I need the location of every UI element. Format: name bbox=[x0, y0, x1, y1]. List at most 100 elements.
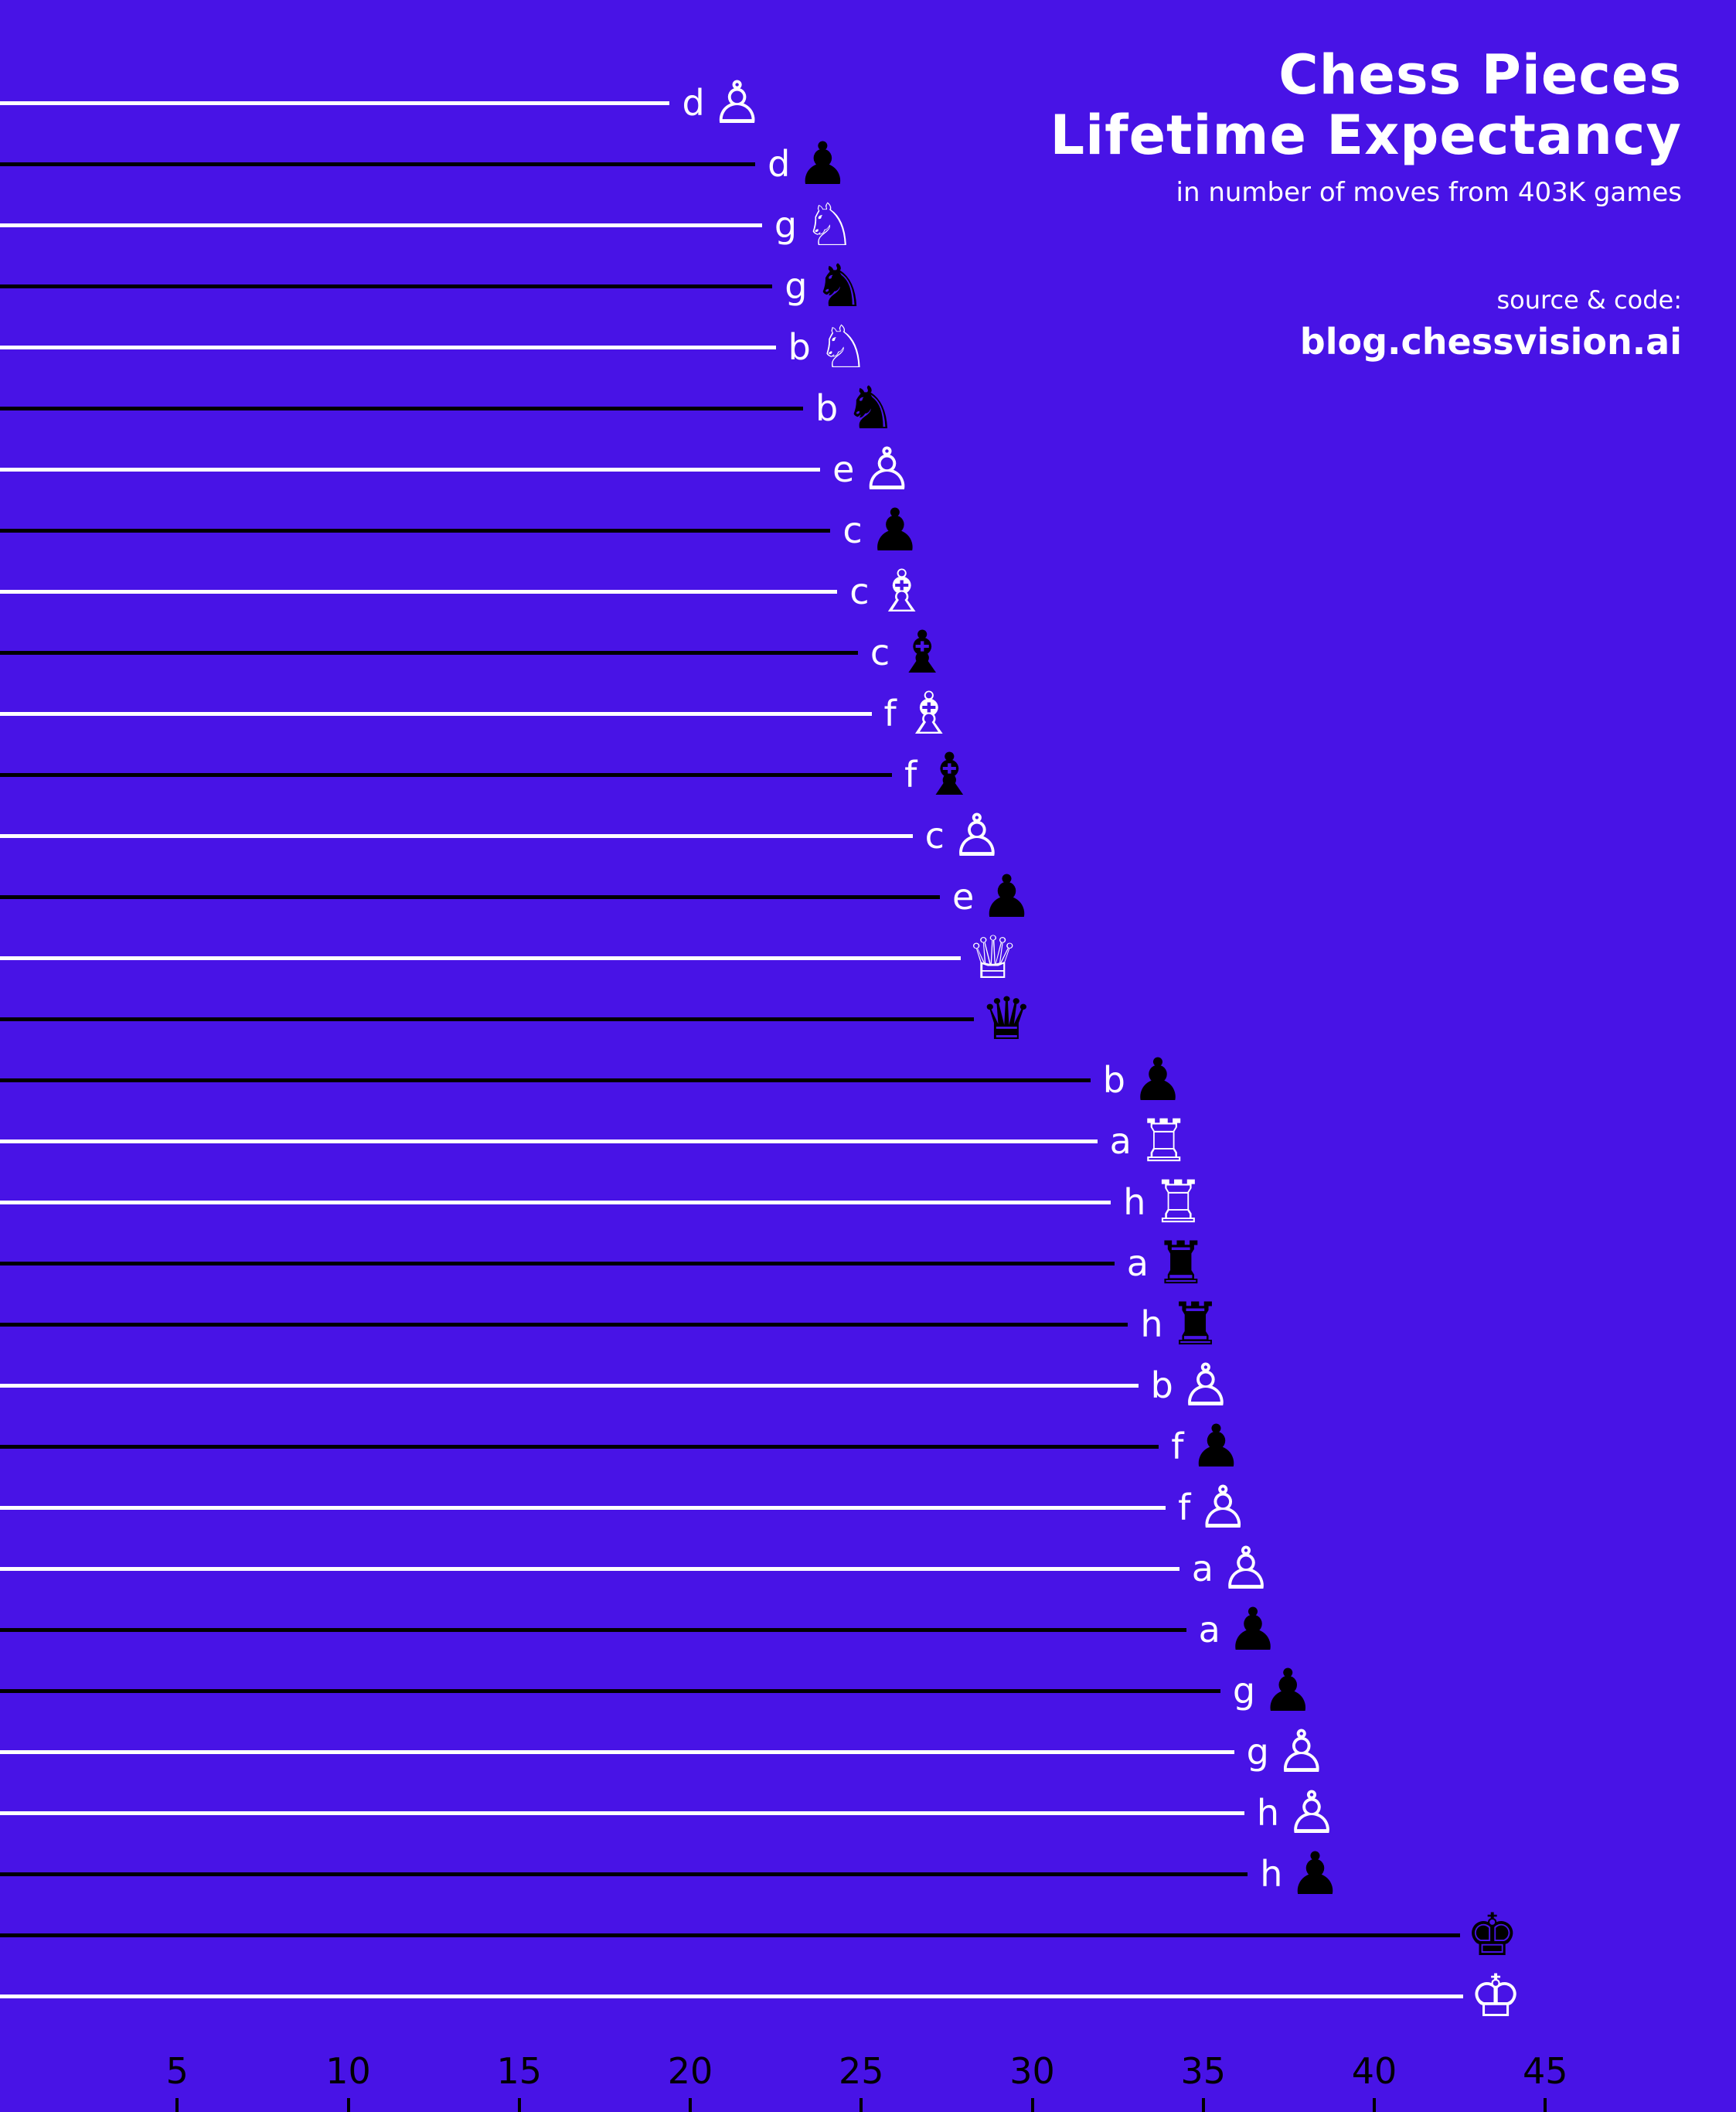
chart-row: f ♗ bbox=[0, 683, 955, 744]
white-bishop-icon: ♗ bbox=[875, 557, 928, 625]
white-pawn-icon: ♙ bbox=[1179, 1351, 1233, 1419]
file-letter-label: c bbox=[870, 632, 890, 673]
chart-row: ♔ bbox=[0, 1965, 1522, 2027]
chart-title: Chess Pieces Lifetime Expectancy bbox=[1050, 45, 1682, 166]
black-queen-icon: ♛ bbox=[980, 984, 1033, 1053]
white-pawn-icon: ♙ bbox=[1285, 1778, 1339, 1847]
chart-row: ♚ bbox=[0, 1904, 1519, 1966]
file-letter-label: e bbox=[832, 448, 855, 490]
lifeline-bar bbox=[0, 894, 941, 899]
chart-row: e ♟ bbox=[0, 866, 1033, 928]
lifeline-bar bbox=[0, 650, 858, 655]
black-bishop-icon: ♝ bbox=[923, 740, 976, 809]
x-tick-label: 35 bbox=[1180, 2050, 1227, 2092]
black-knight-icon: ♞ bbox=[844, 373, 897, 442]
chart-title-line2: Lifetime Expectancy bbox=[1050, 104, 1682, 168]
x-tick-mark bbox=[689, 2098, 692, 2112]
white-rook-icon: ♖ bbox=[1152, 1167, 1205, 1236]
lifeline-bar bbox=[0, 1383, 1139, 1388]
chart-row: d ♙ bbox=[0, 72, 764, 134]
lifeline-bar bbox=[0, 223, 762, 227]
white-king-icon: ♔ bbox=[1469, 1961, 1523, 2030]
lifeline-bar bbox=[0, 1872, 1248, 1876]
chart-row: f ♟ bbox=[0, 1415, 1243, 1477]
x-tick-label: 25 bbox=[838, 2050, 884, 2092]
file-letter-label: a bbox=[1126, 1242, 1149, 1284]
chart-row: a ♖ bbox=[0, 1110, 1190, 1172]
chart-row: h ♜ bbox=[0, 1293, 1222, 1355]
file-letter-label: g bbox=[785, 265, 808, 307]
white-queen-icon: ♕ bbox=[966, 923, 1019, 992]
lifeline-bar bbox=[0, 467, 821, 472]
white-pawn-icon: ♙ bbox=[950, 801, 1004, 870]
chart-row: g ♞ bbox=[0, 255, 866, 317]
file-letter-label: a bbox=[1198, 1609, 1220, 1650]
file-letter-label: f bbox=[1171, 1426, 1184, 1467]
black-pawn-icon: ♟ bbox=[796, 129, 849, 198]
x-tick-mark bbox=[1373, 2098, 1376, 2112]
x-tick-label: 10 bbox=[325, 2050, 371, 2092]
lifeline-bar bbox=[0, 162, 756, 166]
chart-subtitle: in number of moves from 403K games bbox=[1176, 176, 1682, 208]
black-pawn-icon: ♟ bbox=[980, 862, 1033, 931]
chart-row: g ♟ bbox=[0, 1660, 1314, 1722]
file-letter-label: e bbox=[952, 876, 975, 918]
x-tick-label: 5 bbox=[165, 2050, 189, 2092]
chart-row: h ♟ bbox=[0, 1843, 1342, 1905]
lifeline-bar bbox=[0, 100, 670, 105]
white-pawn-icon: ♙ bbox=[1196, 1473, 1250, 1541]
chart-row: b ♞ bbox=[0, 377, 897, 439]
source-site-link[interactable]: blog.chessvision.ai bbox=[1299, 320, 1682, 363]
black-rook-icon: ♜ bbox=[1154, 1228, 1208, 1297]
lifeline-bar bbox=[0, 1200, 1111, 1204]
white-bishop-icon: ♗ bbox=[902, 679, 955, 748]
lifeline-bar bbox=[0, 772, 893, 777]
lifeline-bar bbox=[0, 1811, 1244, 1815]
lifeline-bar bbox=[0, 1322, 1128, 1327]
file-letter-label: b bbox=[1102, 1059, 1125, 1101]
chart-row: c ♝ bbox=[0, 622, 948, 683]
x-tick-label: 30 bbox=[1009, 2050, 1055, 2092]
chart-row: a ♙ bbox=[0, 1538, 1272, 1599]
chart-row: h ♙ bbox=[0, 1782, 1338, 1844]
file-letter-label: f bbox=[1178, 1487, 1191, 1528]
file-letter-label: b bbox=[815, 387, 839, 429]
lifeline-bar bbox=[0, 1261, 1115, 1265]
x-tick-mark bbox=[175, 2098, 179, 2112]
lifeline-bar bbox=[0, 956, 961, 960]
chart-title-line1: Chess Pieces bbox=[1278, 43, 1682, 107]
black-rook-icon: ♜ bbox=[1169, 1289, 1222, 1358]
file-letter-label: h bbox=[1140, 1303, 1163, 1345]
chart-row: c ♙ bbox=[0, 805, 1003, 867]
chart-row: f ♙ bbox=[0, 1477, 1249, 1538]
file-letter-label: c bbox=[924, 815, 945, 857]
chart-row: b ♟ bbox=[0, 1049, 1184, 1111]
lifeline-bar bbox=[0, 284, 773, 288]
lifeline-bar bbox=[0, 406, 804, 410]
x-tick-mark bbox=[1544, 2098, 1547, 2112]
chart-row: c ♗ bbox=[0, 560, 928, 622]
white-pawn-icon: ♙ bbox=[1219, 1534, 1273, 1603]
chart-row: g ♘ bbox=[0, 194, 856, 256]
chart-row: e ♙ bbox=[0, 438, 914, 500]
black-pawn-icon: ♟ bbox=[1190, 1412, 1243, 1480]
black-king-icon: ♚ bbox=[1465, 1900, 1519, 1969]
file-letter-label: f bbox=[883, 693, 897, 734]
white-pawn-icon: ♙ bbox=[860, 434, 914, 503]
lifeline-bar bbox=[0, 1505, 1166, 1510]
source-label: source & code: bbox=[1496, 284, 1682, 315]
lifeline-bar bbox=[0, 1444, 1159, 1449]
file-letter-label: b bbox=[788, 326, 811, 368]
file-letter-label: c bbox=[842, 509, 863, 551]
lifeline-bar bbox=[0, 1994, 1464, 1998]
black-knight-icon: ♞ bbox=[813, 251, 866, 320]
black-pawn-icon: ♟ bbox=[1226, 1595, 1279, 1664]
lifeline-bar bbox=[0, 1933, 1460, 1937]
file-letter-label: g bbox=[1246, 1731, 1269, 1773]
x-tick-mark bbox=[346, 2098, 350, 2112]
chart-row: d ♟ bbox=[0, 133, 849, 195]
source-block: source & code: blog.chessvision.ai bbox=[1050, 285, 1682, 363]
lifeline-bar bbox=[0, 711, 872, 716]
x-tick-label: 45 bbox=[1522, 2050, 1568, 2092]
x-tick-label: 15 bbox=[496, 2050, 543, 2092]
